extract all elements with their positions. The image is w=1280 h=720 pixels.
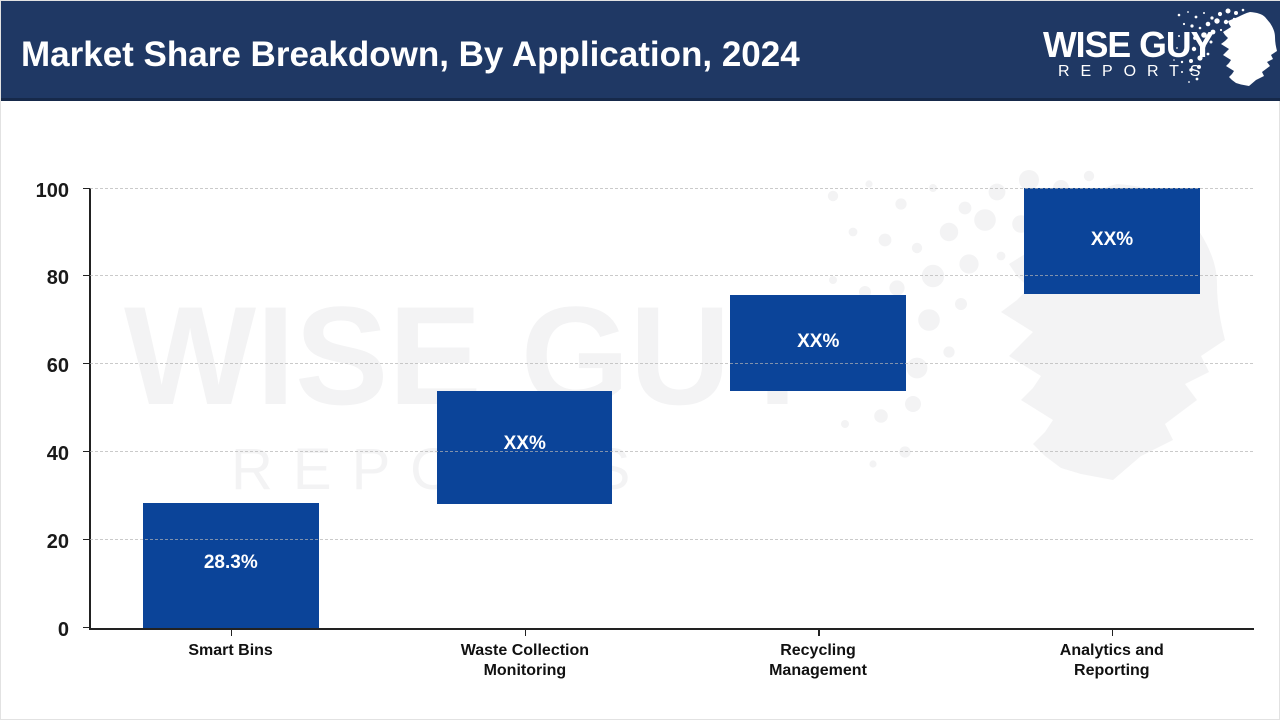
svg-text:WISE GUY: WISE GUY <box>1043 25 1215 65</box>
svg-text:REPORTS: REPORTS <box>1058 63 1211 80</box>
